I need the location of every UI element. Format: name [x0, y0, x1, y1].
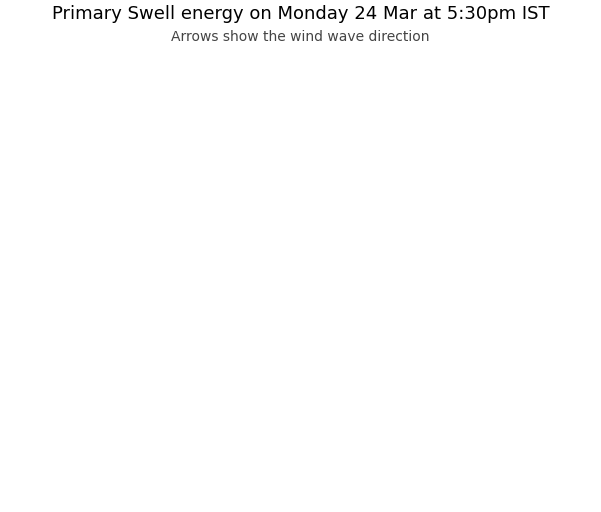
Text: Primary Swell energy on Monday 24 Mar at 5:30pm IST: Primary Swell energy on Monday 24 Mar at…	[52, 5, 549, 23]
Text: Arrows show the wind wave direction: Arrows show the wind wave direction	[171, 30, 430, 44]
